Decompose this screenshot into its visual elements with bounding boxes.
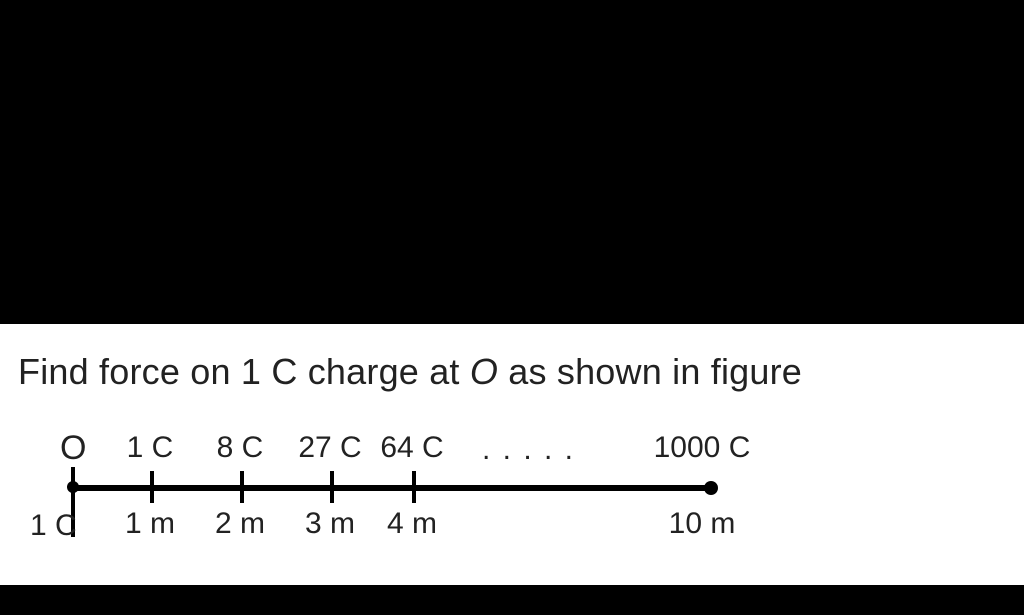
charge-label-end: 1000 C [654, 431, 751, 465]
question-prefix: Find force on 1 C charge at [18, 351, 470, 392]
question-suffix: as shown in figure [498, 351, 802, 392]
number-line-diagram: O 1 C 1 C 1 m 8 C 2 m 27 C 3 m 64 C 4 m … [30, 431, 790, 561]
distance-label-3: 3 m [305, 507, 355, 541]
top-black-band [0, 0, 1024, 324]
origin-label: O [60, 431, 86, 465]
distance-label-4: 4 m [387, 507, 437, 541]
tick-4 [412, 471, 416, 503]
distance-label-1: 1 m [125, 507, 175, 541]
ellipsis: . . . . . [482, 433, 575, 467]
tick-3 [330, 471, 334, 503]
content-area: Find force on 1 C charge at O as shown i… [0, 324, 1024, 561]
tick-1 [150, 471, 154, 503]
question-var: O [470, 351, 498, 392]
charge-label-4: 64 C [380, 431, 443, 465]
origin-bottom-label: 1 C [30, 509, 77, 543]
charge-label-2: 8 C [217, 431, 264, 465]
distance-label-2: 2 m [215, 507, 265, 541]
distance-label-end: 10 m [669, 507, 736, 541]
charge-label-3: 27 C [298, 431, 361, 465]
charge-label-1: 1 C [127, 431, 174, 465]
question-text: Find force on 1 C charge at O as shown i… [18, 348, 1006, 397]
tick-2 [240, 471, 244, 503]
bottom-black-band [0, 585, 1024, 615]
axis-line [72, 485, 712, 491]
axis-end-dot [704, 481, 718, 495]
